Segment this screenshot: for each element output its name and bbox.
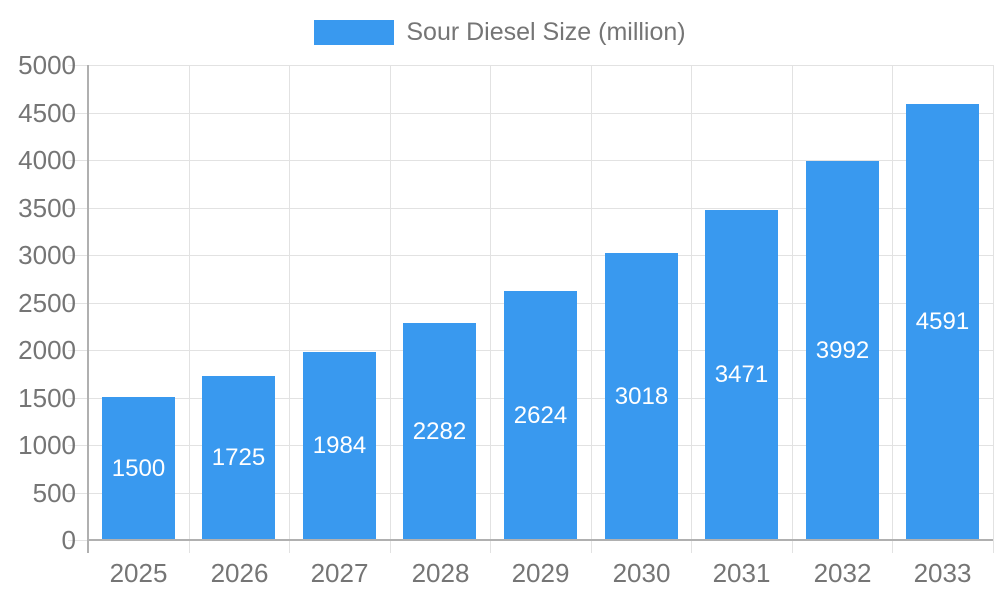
y-axis-tick [68,65,88,66]
x-gridline [289,65,290,553]
y-axis-tick [68,208,88,209]
y-axis-tick-label: 2500 [18,288,76,318]
bar-value-label: 3992 [815,336,870,364]
x-axis-tick-label: 2032 [813,558,872,588]
y-axis-tick [68,160,88,161]
x-gridline [591,65,592,553]
y-axis-tick-label: 4000 [18,145,76,175]
y-axis-tick-label: 1500 [18,383,76,413]
x-gridline [691,65,692,553]
y-axis-tick-label: 4500 [18,98,76,128]
legend-swatch [314,20,395,45]
y-gridline [88,65,993,66]
x-axis-tick-label: 2031 [712,558,771,588]
y-axis-tick-label: 2000 [18,335,76,365]
x-gridline [792,65,793,553]
y-axis-tick-label: 5000 [18,50,76,80]
y-axis-tick-label: 1000 [18,430,76,460]
bar-value-label: 3471 [714,361,769,388]
y-axis-tick [68,255,88,256]
bar-value-label: 3018 [614,382,669,410]
y-axis-tick [68,398,88,399]
y-axis-tick [68,493,88,494]
x-gridline [993,65,994,553]
y-axis-tick [68,113,88,114]
bar[interactable]: 2282 [403,323,476,540]
bar-value-label: 1500 [111,454,166,482]
x-axis-line [88,539,993,541]
x-gridline [892,65,893,553]
x-axis-tick-label: 2025 [109,558,168,588]
bar[interactable]: 3992 [806,161,879,540]
bar[interactable]: 3018 [605,253,678,540]
x-axis-tick-label: 2033 [913,558,972,588]
bar[interactable]: 1984 [303,352,376,540]
y-axis-tick [68,303,88,304]
x-gridline [390,65,391,553]
y-gridline [88,255,993,256]
y-axis-tick-label: 3000 [18,240,76,270]
y-gridline [88,208,993,209]
bar-value-label: 1725 [211,444,266,471]
x-axis-tick-label: 2027 [310,558,369,588]
legend[interactable]: Sour Diesel Size (million) [0,18,1000,46]
x-gridline [189,65,190,553]
bar[interactable]: 2624 [504,291,577,540]
x-axis-tick-label: 2030 [612,558,671,588]
y-axis-tick-label: 0 [61,525,76,555]
y-axis-tick [68,540,88,541]
bar[interactable]: 4591 [906,104,979,540]
y-axis-tick [68,350,88,351]
x-axis-tick-label: 2026 [210,558,269,588]
y-axis-tick-label: 3500 [18,193,76,223]
y-axis-tick-label: 500 [32,478,76,508]
x-gridline [490,65,491,553]
y-gridline [88,113,993,114]
bar-value-label: 1984 [312,432,367,459]
y-axis-line [87,65,89,553]
y-axis-tick [68,445,88,446]
x-axis-tick-label: 2028 [411,558,470,588]
y-gridline [88,160,993,161]
bar-value-label: 2282 [412,417,467,445]
bar-value-label: 4591 [915,308,970,335]
bar[interactable]: 1725 [202,376,275,540]
bar[interactable]: 1500 [102,397,175,540]
legend-label: Sour Diesel Size (million) [406,18,686,46]
x-axis-tick-label: 2029 [511,558,570,588]
bar-value-label: 2624 [513,401,568,429]
bar[interactable]: 3471 [705,210,778,540]
